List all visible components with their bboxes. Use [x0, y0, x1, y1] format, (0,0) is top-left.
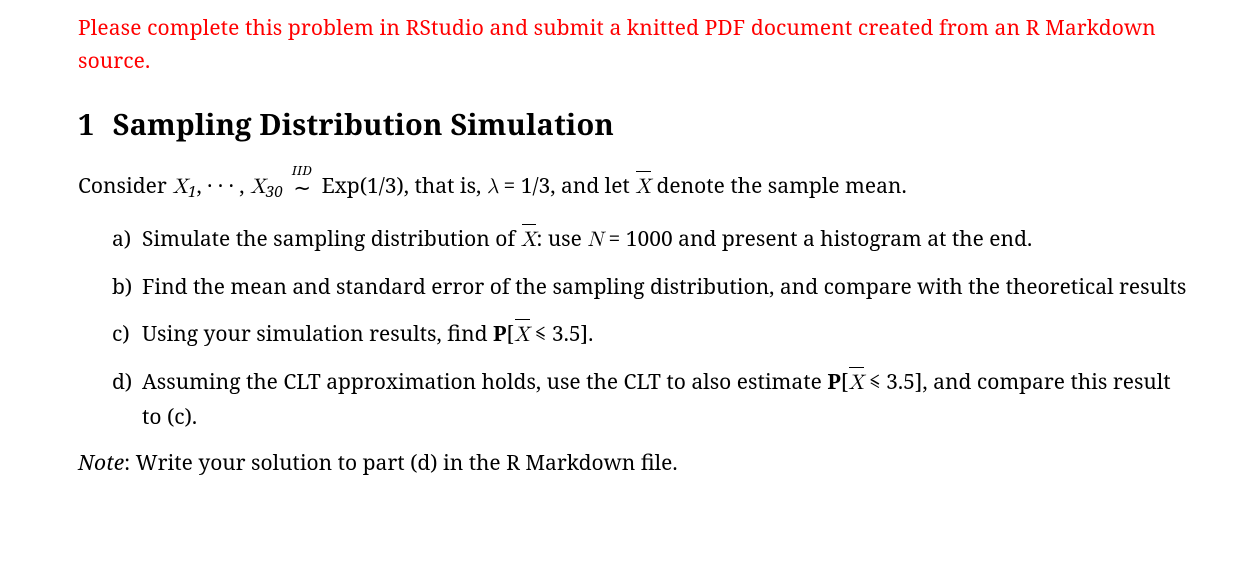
- lambda: λ: [487, 177, 498, 198]
- intro-eq: = 1/3, and let: [498, 172, 635, 200]
- iid-label: IID: [288, 164, 316, 177]
- lbracket: [: [506, 320, 514, 348]
- sub-30: 30: [266, 182, 283, 202]
- xbar-letter: X: [635, 177, 651, 198]
- bar-icon: [522, 224, 537, 225]
- section-title: Sampling Distribution Simulation: [113, 105, 614, 144]
- item-d-label: d): [112, 366, 132, 399]
- var-N: N: [587, 230, 603, 251]
- bar-icon: [849, 367, 864, 368]
- xbar-letter: X: [521, 230, 537, 251]
- instruction-line-1: Please complete this problem in RStudio …: [78, 14, 1156, 42]
- bar-icon: [515, 319, 530, 320]
- item-b-label: b): [112, 271, 132, 304]
- intro-dots: , · · · ,: [196, 172, 250, 200]
- item-a-t2: : use: [536, 225, 587, 253]
- intro-paragraph: Consider X1, · · · , X30 IID ∼ Exp(1/3),…: [78, 170, 1253, 205]
- item-d-cond: ≤ 3.5], and compare this result: [864, 368, 1171, 396]
- var-X30: X: [250, 177, 266, 198]
- xbar-symbol: X: [635, 170, 651, 205]
- item-a-label: a): [112, 223, 131, 256]
- intro-dist: Exp(1/3), that is,: [316, 172, 487, 200]
- item-d: d) Assuming the CLT approximation holds,…: [112, 366, 1253, 433]
- note-label: Note: [78, 449, 124, 477]
- item-a: a) Simulate the sampling distribution of…: [112, 223, 1253, 258]
- prob-P: P: [493, 320, 506, 348]
- bar-icon: [636, 171, 651, 172]
- xbar-symbol: X: [514, 318, 530, 353]
- item-d-t2: to (c).: [142, 403, 197, 431]
- var-X1: X: [172, 177, 188, 198]
- parts-list: a) Simulate the sampling distribution of…: [78, 223, 1253, 434]
- intro-prefix: Consider: [78, 172, 172, 200]
- xbar-symbol: X: [848, 366, 864, 401]
- item-c-label: c): [112, 318, 130, 351]
- xbar-symbol: X: [521, 223, 537, 258]
- item-b-text: Find the mean and standard error of the …: [142, 273, 1186, 301]
- item-d-t1: Assuming the CLT approximation holds, us…: [142, 368, 827, 396]
- instruction-block: Please complete this problem in RStudio …: [78, 12, 1253, 77]
- item-a-t1: Simulate the sampling distribution of: [142, 225, 521, 253]
- item-c-cond: ≤ 3.5].: [530, 320, 594, 348]
- item-c: c) Using your simulation results, find P…: [112, 318, 1253, 353]
- item-a-t3: = 1000 and present a histogram at the en…: [603, 225, 1032, 253]
- xbar-letter: X: [848, 373, 864, 394]
- section-number: 1: [78, 105, 95, 144]
- instruction-line-2: source.: [78, 47, 150, 75]
- xbar-letter: X: [514, 325, 530, 346]
- intro-suffix: denote the sample mean.: [651, 172, 907, 200]
- section-heading: 1 Sampling Distribution Simulation: [78, 105, 1253, 144]
- item-c-t1: Using your simulation results, find: [142, 320, 493, 348]
- item-b: b) Find the mean and standard error of t…: [112, 271, 1253, 304]
- document-page: Please complete this problem in RStudio …: [0, 0, 1253, 577]
- note-text: : Write your solution to part (d) in the…: [124, 449, 678, 477]
- lbracket: [: [841, 368, 849, 396]
- note-paragraph: Note: Write your solution to part (d) in…: [78, 447, 1253, 480]
- iid-symbol: IID ∼: [288, 178, 316, 199]
- prob-P: P: [827, 368, 840, 396]
